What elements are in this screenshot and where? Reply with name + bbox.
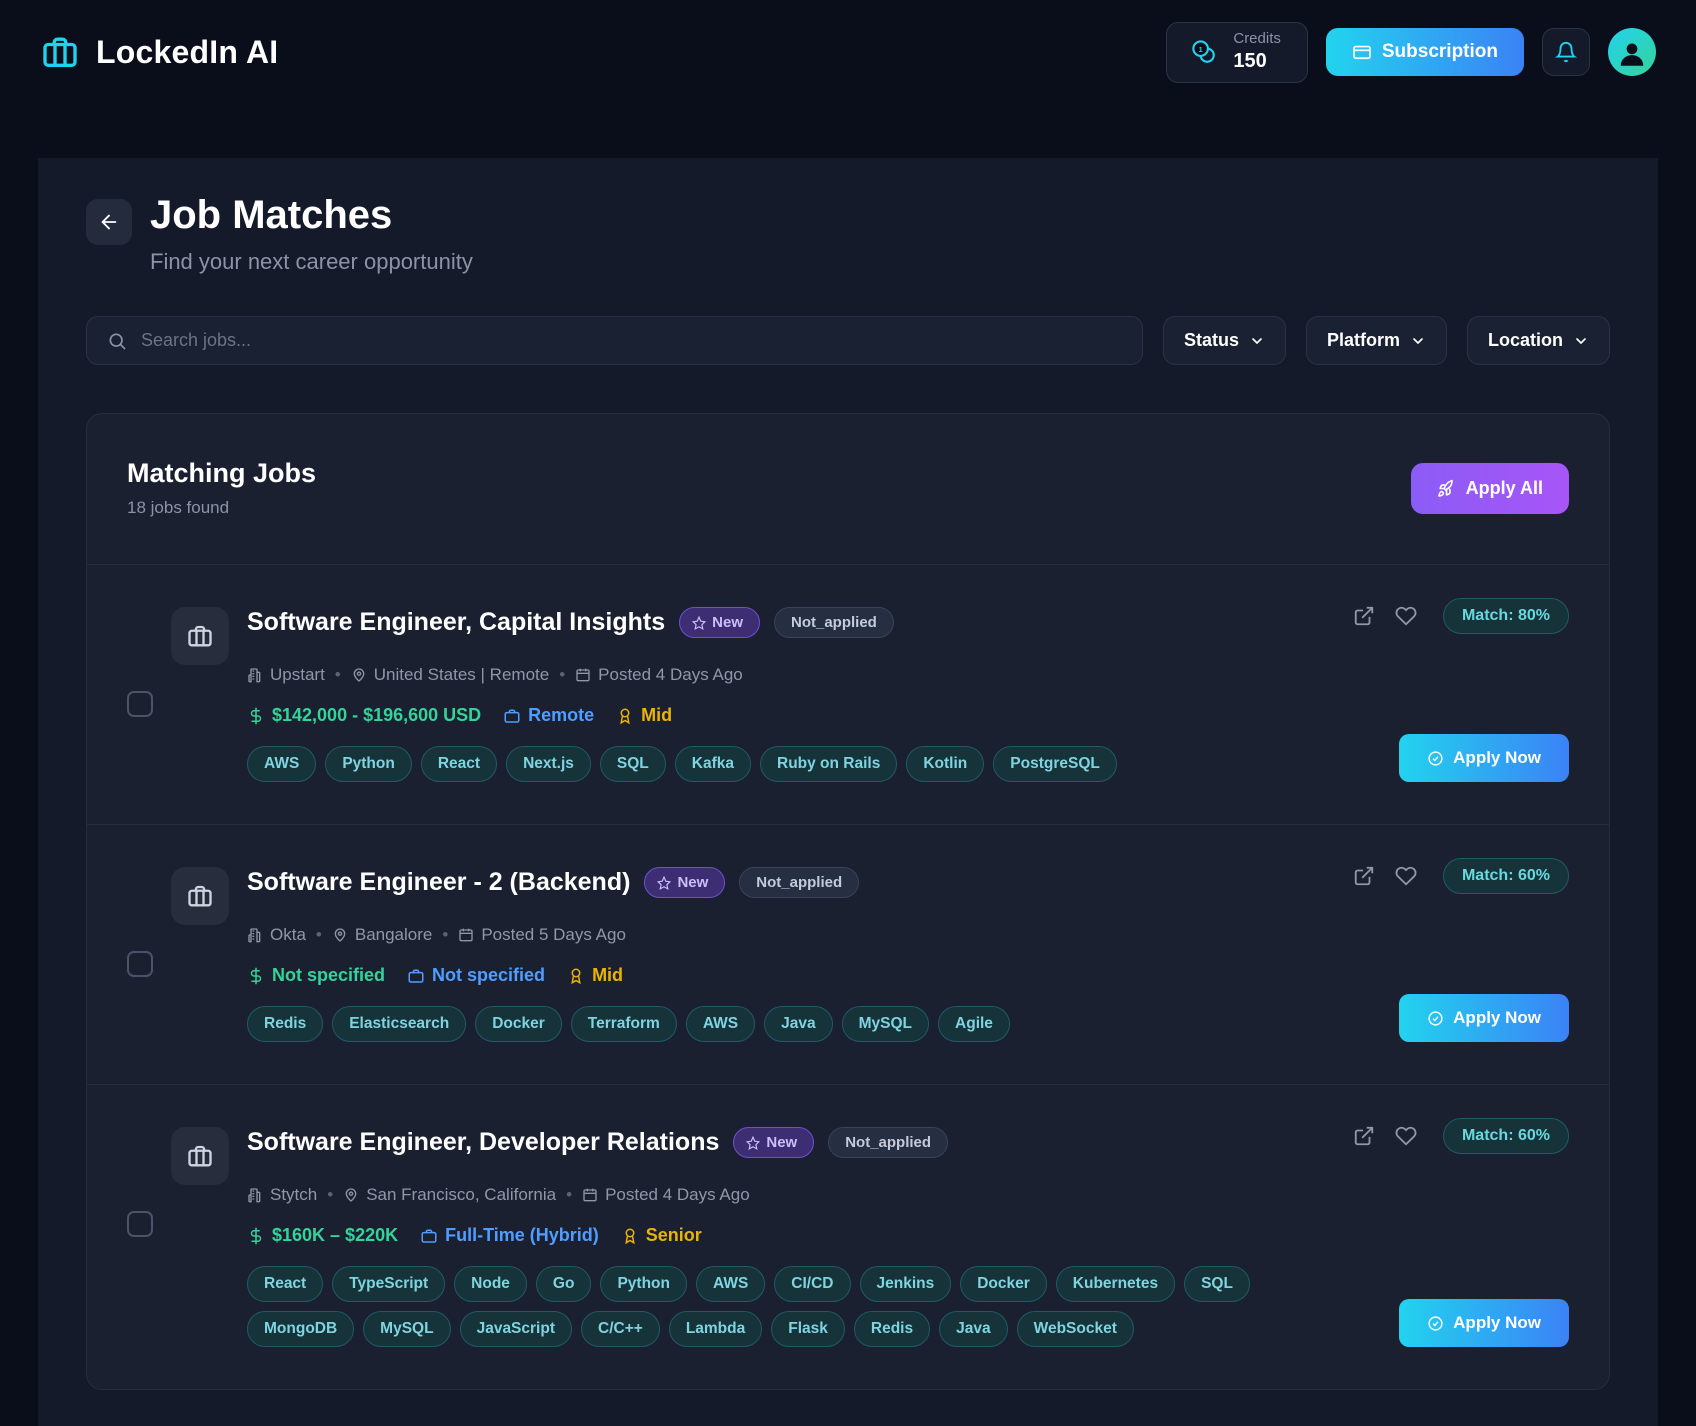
svg-text:1: 1 (1199, 45, 1203, 54)
